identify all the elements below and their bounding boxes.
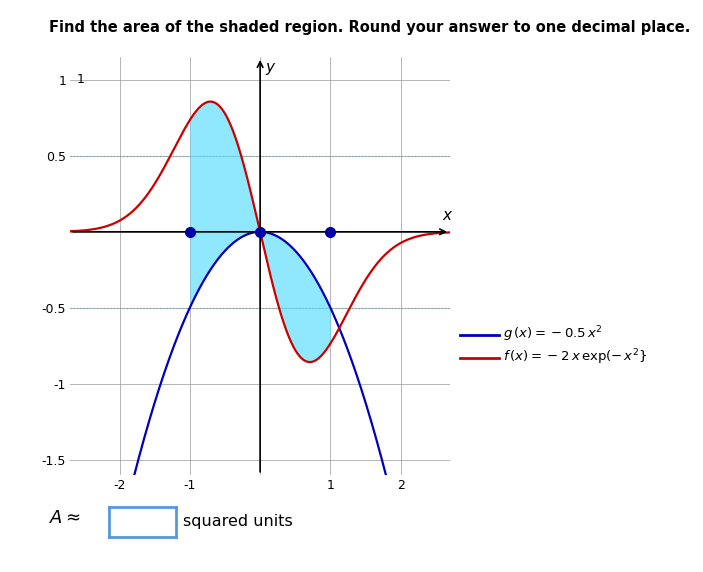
Text: x: x (442, 208, 451, 223)
Text: 1: 1 (77, 73, 85, 86)
Text: $A\approx$: $A\approx$ (49, 509, 81, 527)
Text: y: y (266, 60, 275, 76)
Text: $f\,(x) = -2\,x\,\mathrm{exp}(-\,x^2\}$: $f\,(x) = -2\,x\,\mathrm{exp}(-\,x^2\}$ (503, 348, 647, 367)
Text: $g\,(x) = -0.5\,x^2$: $g\,(x) = -0.5\,x^2$ (503, 325, 602, 344)
Text: Find the area of the shaded region. Round your answer to one decimal place.: Find the area of the shaded region. Roun… (49, 20, 690, 35)
Text: squared units: squared units (183, 514, 292, 529)
